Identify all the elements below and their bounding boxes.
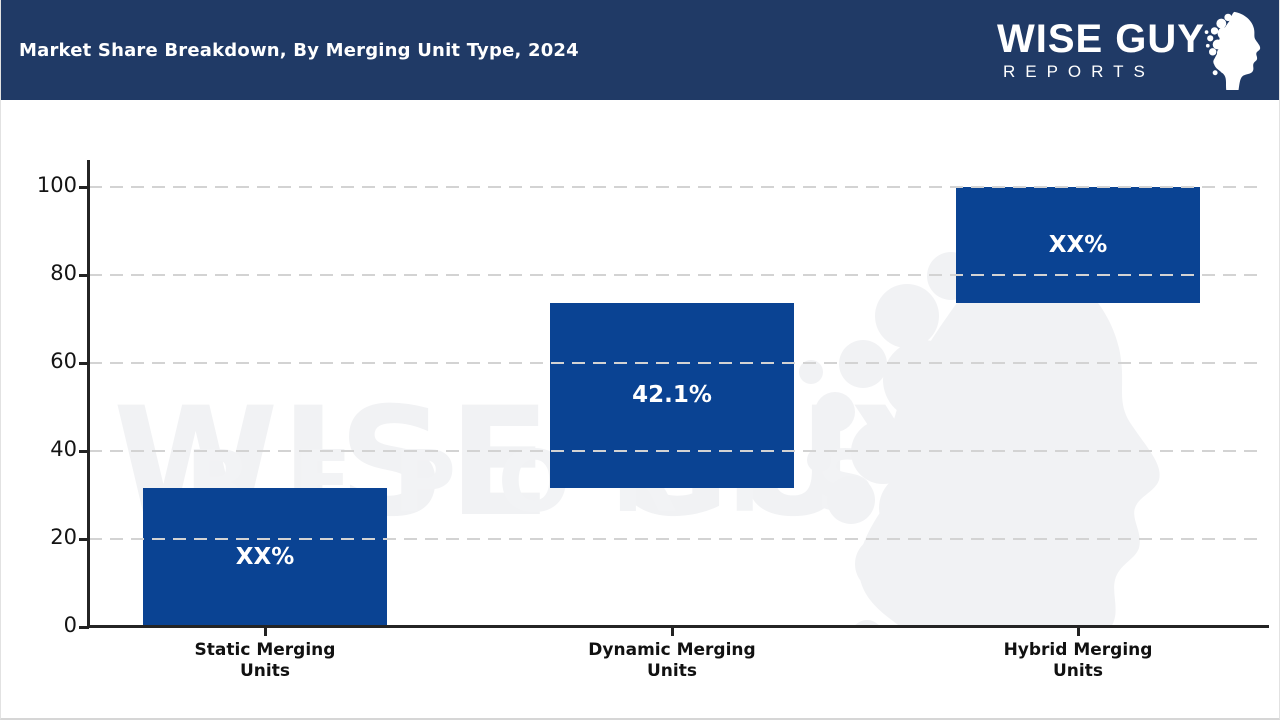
bar-value-label: XX% [1048,231,1108,258]
y-tick-mark [79,537,89,541]
bar-segment: XX% [956,187,1200,303]
y-tick-label: 20 [50,525,77,549]
bar-segment: 42.1% [550,302,794,488]
bar-value-label: XX% [235,544,295,571]
y-axis-line [87,160,90,628]
gridline [89,362,1265,364]
bar-value-label: 42.1% [632,382,712,409]
wiseguy-logo-text: WISE GUY REPORTS [997,19,1205,82]
y-tick-mark [79,185,89,189]
x-tick-mark [1076,628,1080,636]
bar-segment: XX% [143,487,387,627]
x-axis-line [87,625,1269,628]
y-tick-mark [79,273,89,277]
y-tick-label: 0 [63,613,77,637]
x-tick-mark [670,628,674,636]
wiseguy-logo: WISE GUY REPORTS [997,10,1267,90]
x-category-label: Dynamic Merging Units [588,640,756,681]
y-tick-label: 60 [50,349,77,373]
logo-subtext: REPORTS [1002,61,1155,81]
gridline [89,274,1265,276]
y-tick-mark [79,361,89,365]
gridline [89,186,1265,188]
header-bar: Market Share Breakdown, By Merging Unit … [1,0,1279,100]
wiseguy-head-icon [1199,10,1267,90]
x-tick-mark [263,628,267,636]
gridline [89,538,1265,540]
y-tick-label: 40 [50,437,77,461]
chart-title: Market Share Breakdown, By Merging Unit … [19,39,579,61]
y-tick-label: 80 [50,261,77,285]
y-tick-mark [79,449,89,453]
x-category-label: Static Merging Units [194,640,336,681]
y-tick-mark [79,625,89,629]
gridline [89,450,1265,452]
x-category-label: Hybrid Merging Units [1003,640,1153,681]
y-tick-label: 100 [36,173,77,197]
logo-wordmark: WISE GUY [996,16,1205,61]
